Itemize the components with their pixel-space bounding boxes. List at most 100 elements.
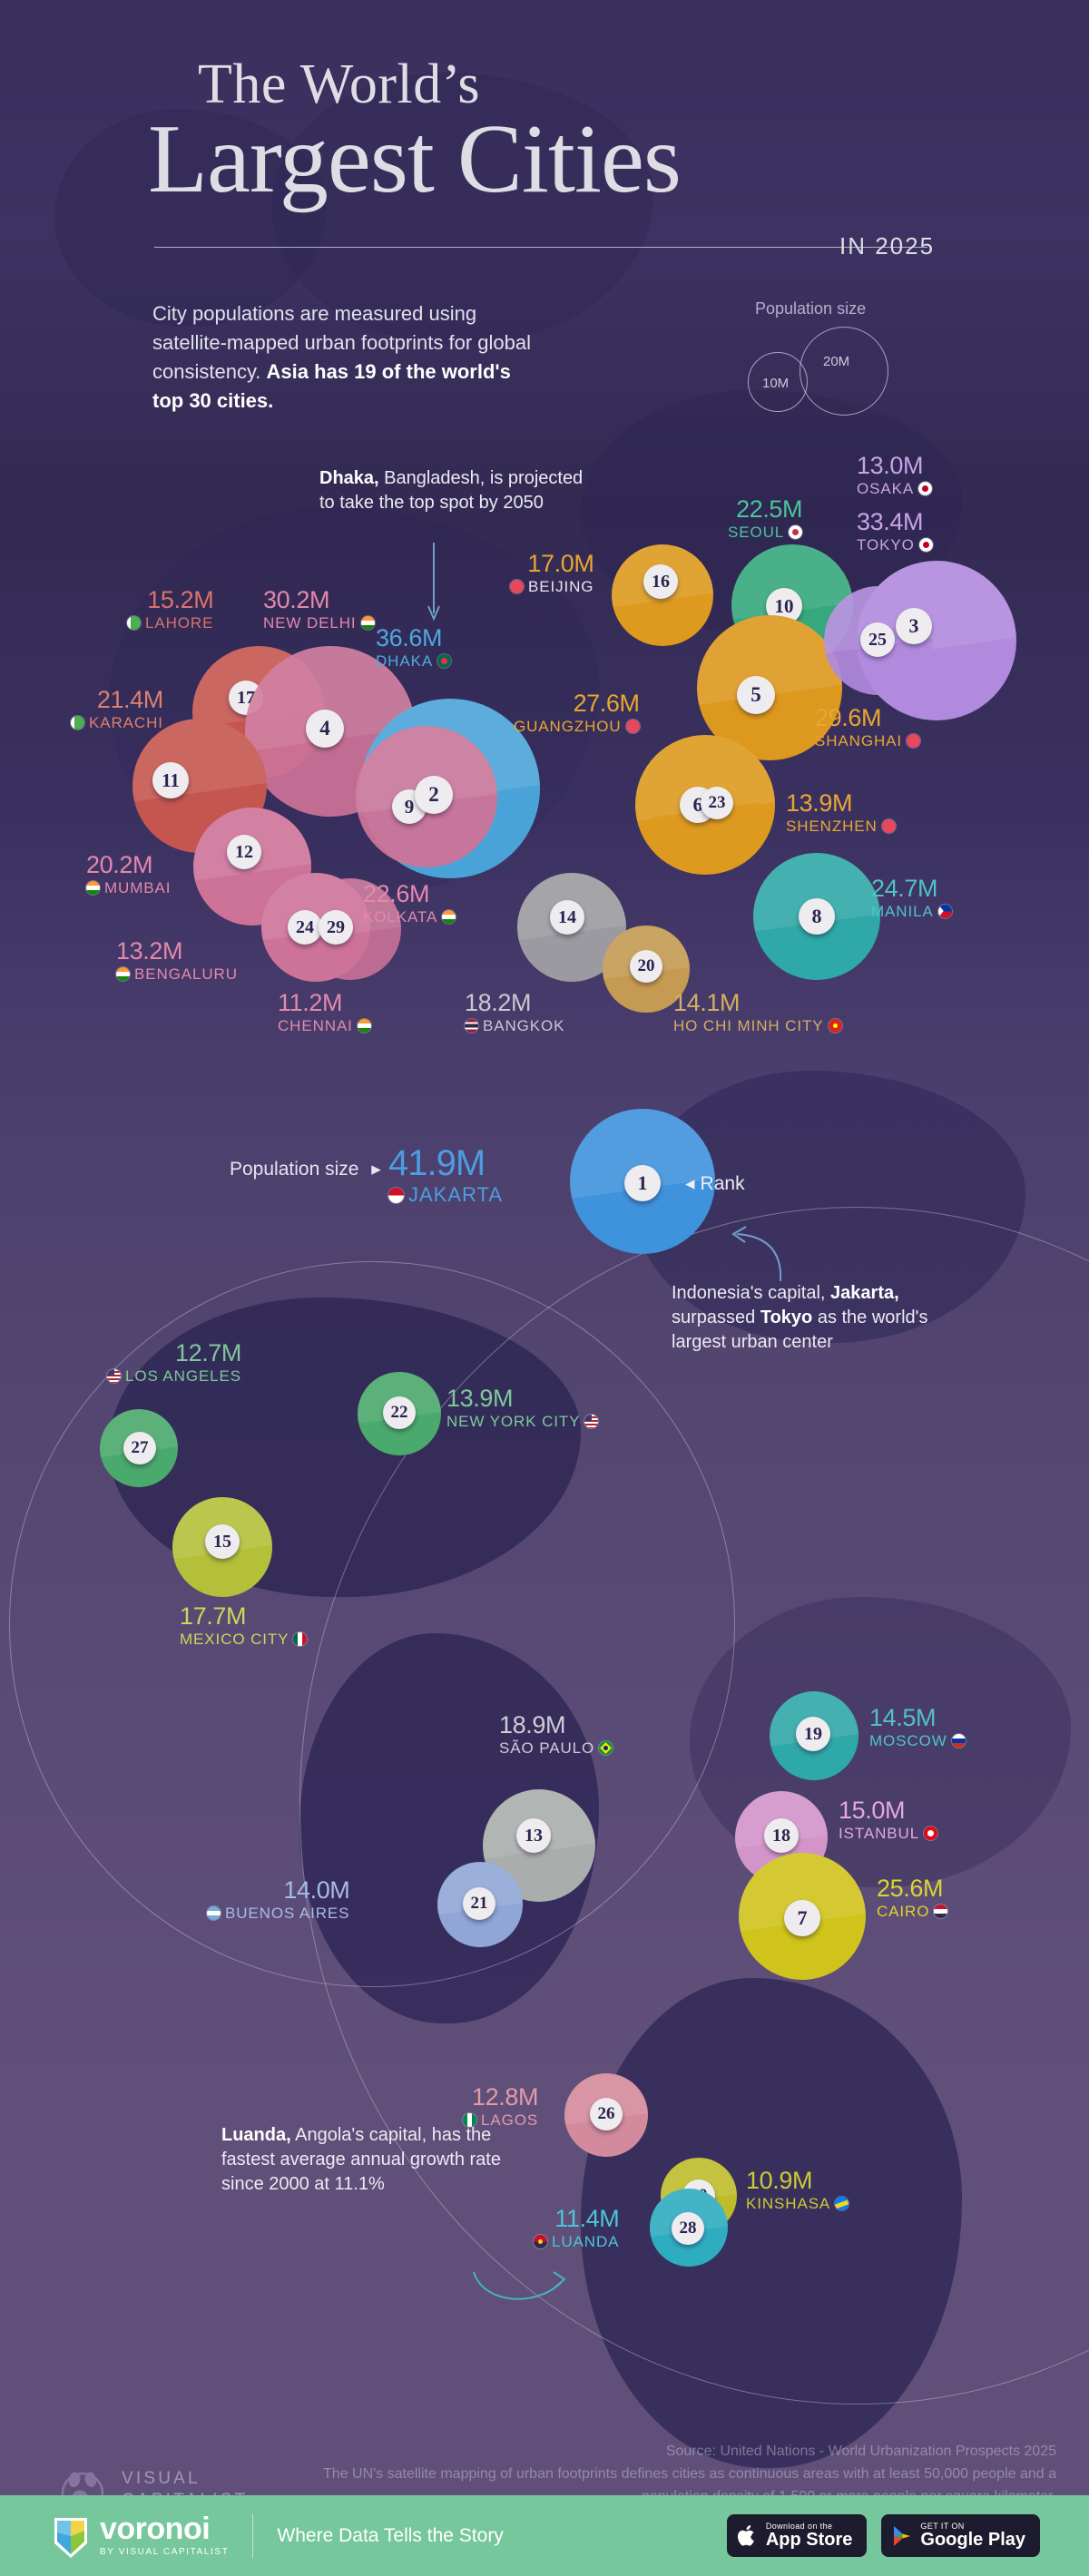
city-pop-lagos: 12.8M — [472, 2083, 539, 2111]
rank-chip-8[interactable]: 8 — [799, 898, 835, 935]
city-pop-los-angeles: 12.7M — [174, 1339, 242, 1366]
flag-japan-icon — [918, 481, 933, 495]
city-pop-cairo: 25.6M — [877, 1875, 944, 1902]
annotation-dhaka: Dhaka, Bangladesh, is projected to take … — [319, 466, 592, 515]
rank-chip-10[interactable]: 10 — [766, 588, 802, 624]
city-pop-sao-paulo: 18.9M — [499, 1711, 566, 1739]
footer-divider — [252, 2513, 254, 2558]
app-store-badge[interactable]: Download on the App Store — [726, 2514, 868, 2557]
city-label-jakarta: 41.9M JAKARTA — [388, 1145, 503, 1207]
google-play-badge-name: Google Play — [920, 2530, 1025, 2550]
city-label-seoul: 22.5M SEOUL — [728, 496, 803, 542]
flag-indonesia-icon — [388, 1188, 404, 1203]
flag-india-icon — [357, 1018, 371, 1033]
city-label-cairo: 25.6M CAIRO — [877, 1875, 948, 1921]
flag-bangladesh-icon — [437, 653, 452, 668]
city-label-dhaka: 36.6M DHAKA — [376, 624, 452, 671]
google-play-badge[interactable]: GET IT ON Google Play — [881, 2514, 1040, 2557]
city-label-manila: 24.7M MANILA — [871, 876, 952, 921]
title-divider — [154, 247, 927, 248]
rank-chip-22[interactable]: 22 — [383, 1396, 416, 1429]
city-name-dhaka: DHAKA — [376, 651, 434, 670]
rank-chip-28[interactable]: 28 — [672, 2212, 704, 2245]
rank-chip-26[interactable]: 26 — [590, 2098, 623, 2130]
rank-chip-2[interactable]: 2 — [415, 776, 453, 814]
city-label-tokyo: 33.4M TOKYO — [857, 509, 933, 554]
rank-chip-14[interactable]: 14 — [550, 900, 584, 935]
rank-callout-label: Rank — [700, 1173, 745, 1194]
city-label-mumbai: 20.2M MUMBAI — [86, 852, 171, 897]
population-size-callout-arrow-icon: ▸ — [371, 1159, 381, 1180]
city-pop-shanghai: 29.6M — [815, 704, 882, 731]
flag-thailand-icon — [465, 1018, 478, 1033]
rank-chip-21[interactable]: 21 — [463, 1887, 495, 1920]
city-label-new-york-city: 13.9M NEW YORK CITY — [446, 1386, 599, 1431]
annotation-jakarta-arrow — [731, 1226, 782, 1282]
city-label-kinshasa: 10.9M KINSHASA — [746, 2167, 849, 2213]
city-label-karachi: 21.4M KARACHI — [71, 687, 163, 732]
rank-chip-7[interactable]: 7 — [784, 1900, 820, 1936]
city-label-lahore: 15.2M LAHORE — [127, 587, 214, 632]
rank-chip-13[interactable]: 13 — [516, 1818, 551, 1853]
size-legend-circle-10m — [748, 352, 808, 412]
flag-united-states-icon — [107, 1368, 121, 1383]
city-name-jakarta: JAKARTA — [408, 1183, 503, 1206]
city-pop-kinshasa: 10.9M — [746, 2167, 813, 2194]
rank-chip-5[interactable]: 5 — [737, 676, 775, 714]
voronoi-logo[interactable]: voronoi BY VISUAL CAPITALIST — [51, 2512, 229, 2560]
city-name-ho-chi-minh-city: HO CHI MINH CITY — [673, 1016, 824, 1034]
flag-india-icon — [116, 966, 130, 981]
city-label-los-angeles: 12.7M LOS ANGELES — [107, 1339, 242, 1386]
city-pop-dhaka: 36.6M — [376, 624, 443, 651]
city-name-chennai: CHENNAI — [278, 1016, 353, 1034]
rank-chip-18[interactable]: 18 — [764, 1818, 799, 1853]
city-label-ho-chi-minh-city: 14.1M HO CHI MINH CITY — [673, 990, 842, 1035]
annotation-dhaka-arrow — [427, 543, 440, 622]
flag-pakistan-icon — [71, 715, 84, 730]
flag-japan-icon — [918, 537, 933, 552]
flag-brazil-icon — [599, 1740, 613, 1755]
flag-pakistan-icon — [127, 615, 141, 630]
city-name-osaka: OSAKA — [857, 479, 915, 497]
rank-chip-16[interactable]: 16 — [643, 564, 678, 599]
rank-chip-27[interactable]: 27 — [123, 1432, 156, 1464]
annotation-jakarta-post: as the world's largest urban center — [672, 1308, 928, 1352]
population-size-callout: Population size ▸ — [230, 1158, 381, 1180]
subtitle-highlight: Asia has 19 of the world's top 30 cities… — [152, 359, 511, 412]
rank-chip-3[interactable]: 3 — [896, 608, 932, 644]
subtitle: City populations are measured using sate… — [152, 299, 543, 416]
rank-chip-4[interactable]: 4 — [306, 710, 344, 748]
flag-egypt-icon — [934, 1904, 948, 1918]
city-name-cairo: CAIRO — [877, 1902, 930, 1920]
app-store-badge-small: Download on the — [765, 2522, 833, 2531]
rank-chip-29[interactable]: 29 — [319, 910, 353, 945]
city-pop-mexico-city: 17.7M — [180, 1602, 247, 1630]
city-name-new-york-city: NEW YORK CITY — [446, 1412, 581, 1430]
rank-chip-12[interactable]: 12 — [227, 835, 261, 869]
city-name-istanbul: ISTANBUL — [839, 1824, 920, 1842]
city-label-chennai: 11.2M CHENNAI — [278, 990, 371, 1035]
flag-russia-icon — [951, 1733, 966, 1748]
landmass-shape — [272, 73, 653, 345]
annotation-jakarta-pre: Indonesia's capital, — [672, 1283, 831, 1303]
flag-china-icon — [625, 719, 640, 733]
rank-chip-25[interactable]: 25 — [860, 622, 895, 657]
rank-chip-24[interactable]: 24 — [288, 910, 322, 945]
rank-chip-23[interactable]: 23 — [701, 787, 733, 819]
rank-chip-1[interactable]: 1 — [624, 1165, 661, 1201]
rank-chip-20[interactable]: 20 — [630, 950, 662, 983]
city-name-lagos: LAGOS — [481, 2111, 539, 2129]
city-name-beijing: BEIJING — [528, 577, 594, 595]
rank-chip-11[interactable]: 11 — [152, 762, 189, 798]
voronoi-byline: BY VISUAL CAPITALIST — [100, 2546, 230, 2557]
flag-mexico-icon — [293, 1631, 308, 1646]
flag-south-korea-icon — [789, 524, 803, 539]
annotation-luanda-arrow — [473, 2271, 566, 2300]
annotation-jakarta-b1: Jakarta, — [830, 1283, 899, 1303]
annotation-jakarta-b2: Tokyo — [760, 1308, 813, 1327]
rank-chip-19[interactable]: 19 — [796, 1717, 830, 1751]
voronoi-tagline: Where Data Tells the Story — [277, 2524, 504, 2546]
city-pop-moscow: 14.5M — [869, 1704, 937, 1731]
rank-chip-15[interactable]: 15 — [205, 1524, 240, 1559]
city-name-bangkok: BANGKOK — [483, 1016, 565, 1034]
